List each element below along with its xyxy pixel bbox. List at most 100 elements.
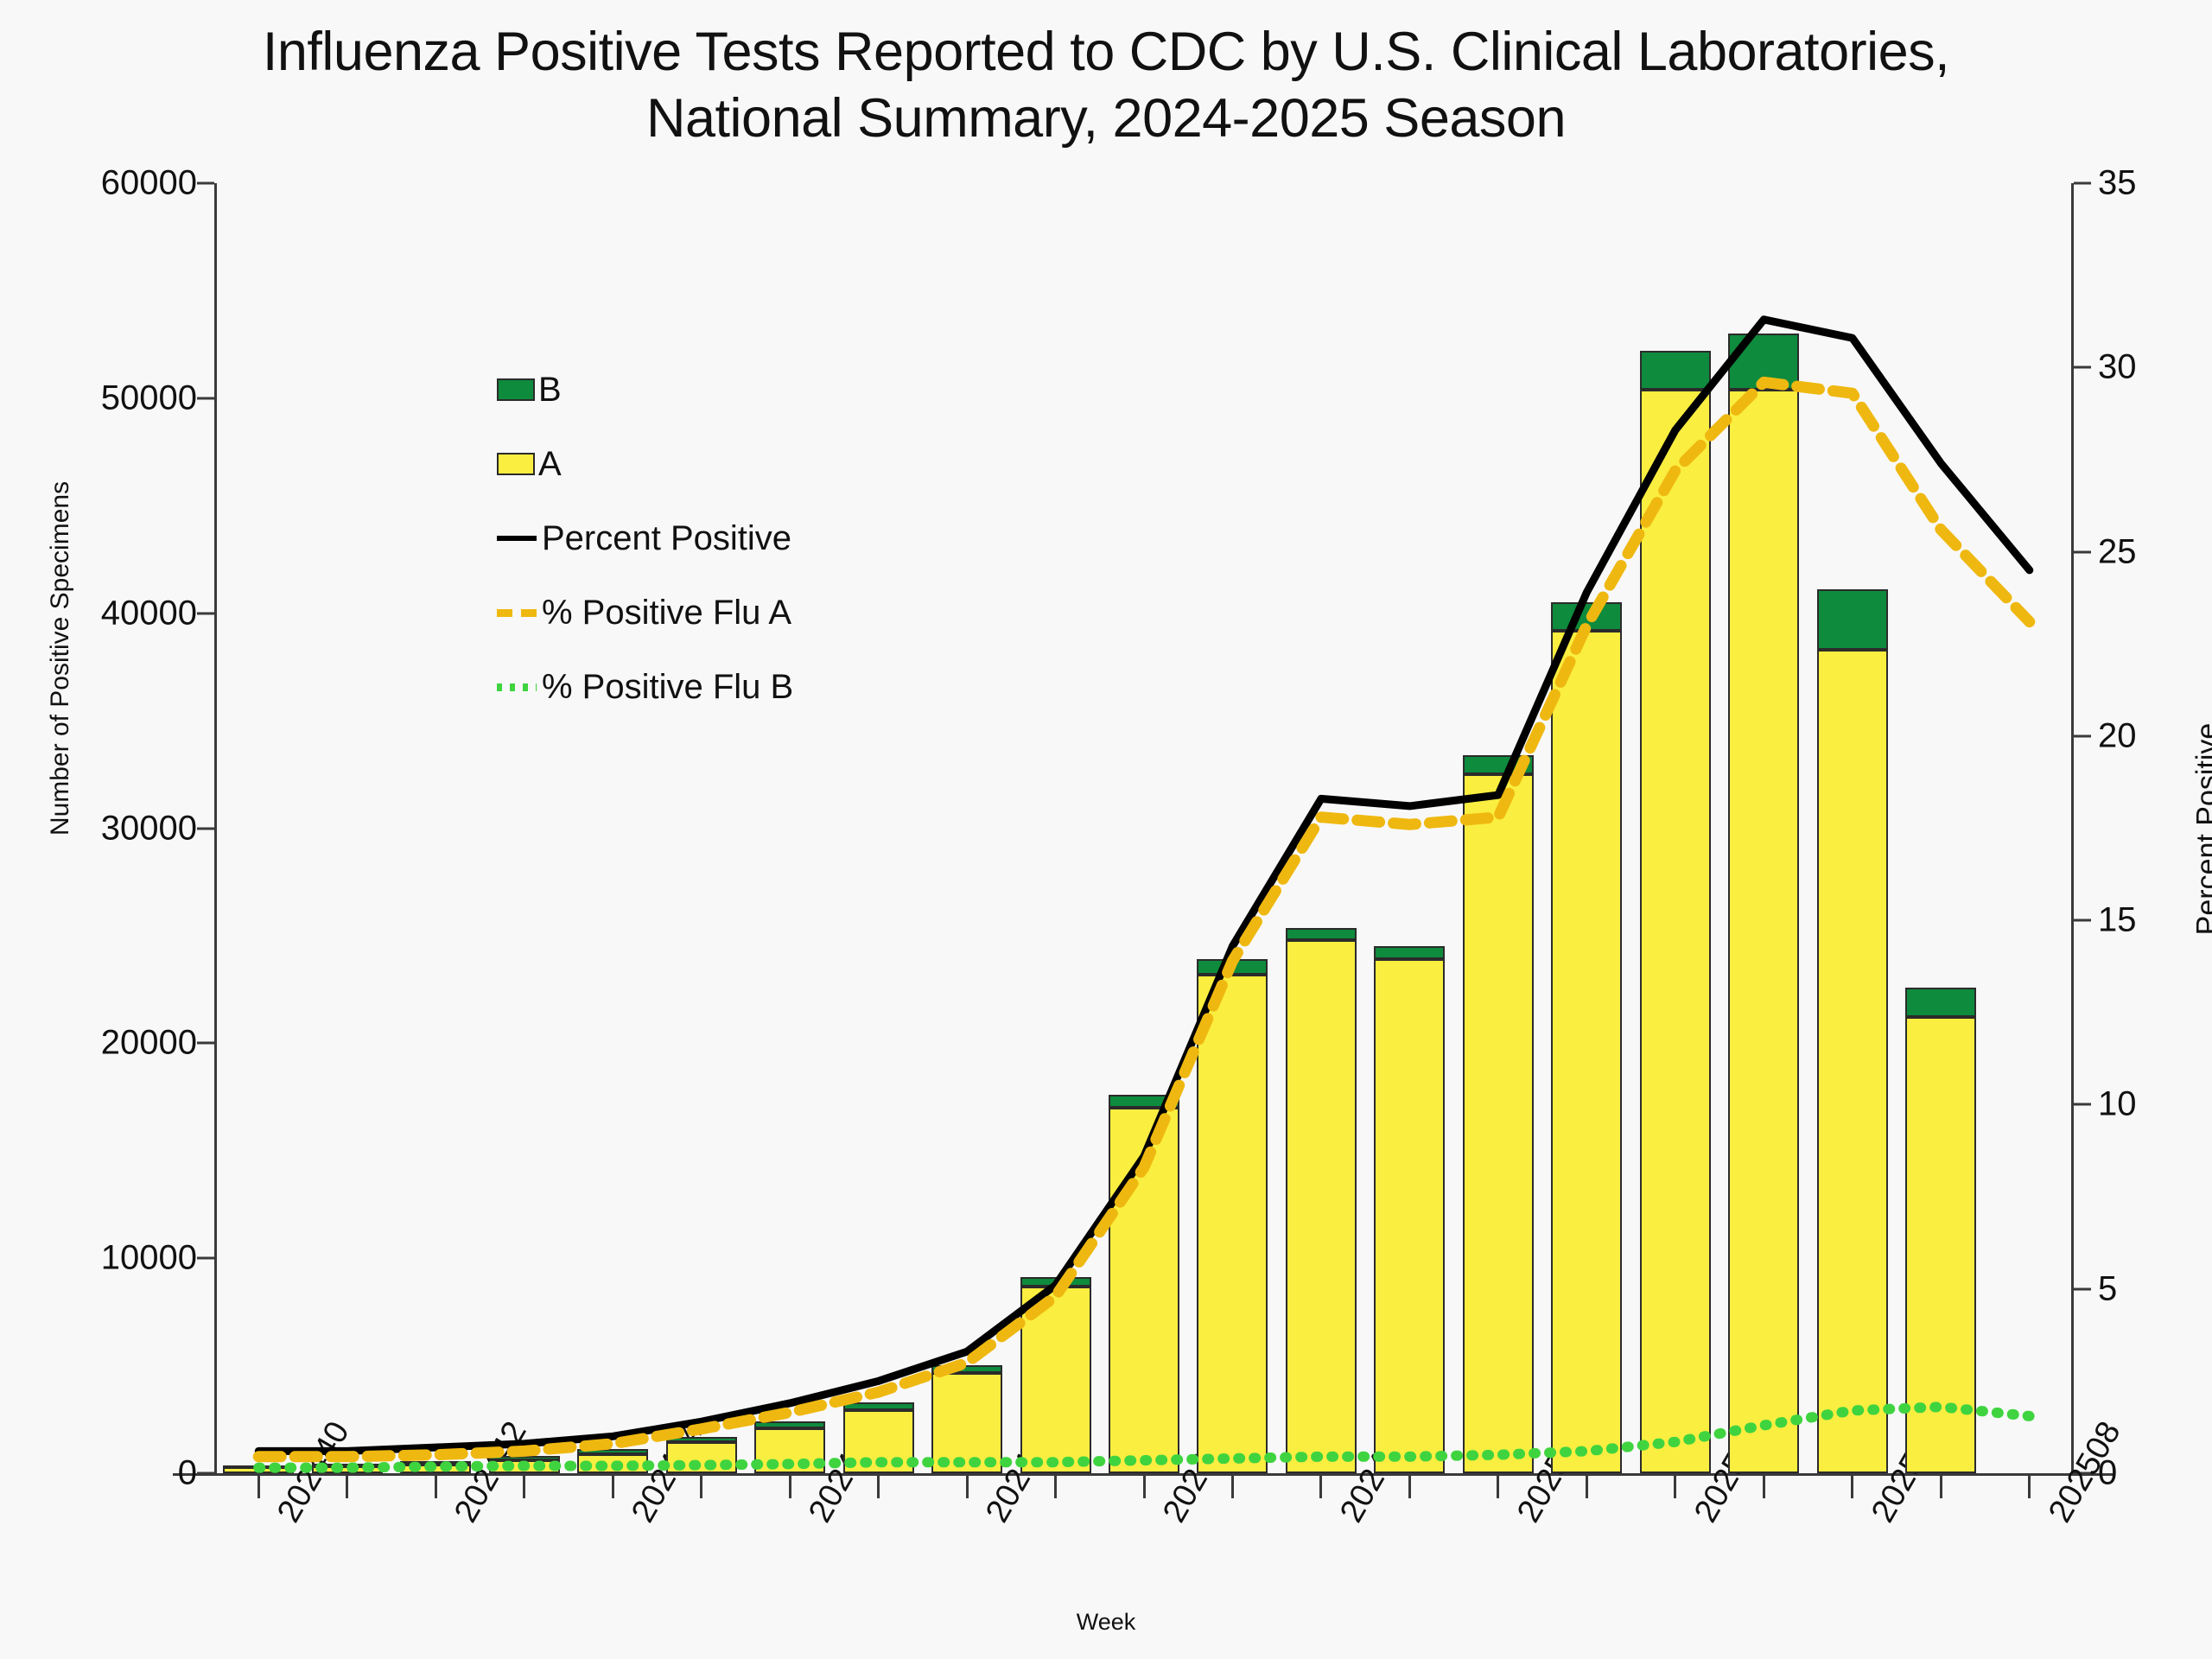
bar-segment-flu-b	[1551, 602, 1623, 631]
bar-segment-flu-a	[1020, 1286, 1091, 1473]
legend-item-label: % Positive Flu B	[542, 667, 794, 706]
x-axis-label: Week	[1076, 1609, 1136, 1635]
bar-segment-flu-a	[1374, 959, 1446, 1473]
bar-segment-flu-b	[842, 1402, 914, 1410]
bar-segment-flu-b	[577, 1449, 649, 1454]
bar-segment-flu-b	[223, 1465, 295, 1469]
bar-segment-flu-a	[1905, 1017, 1977, 1473]
bar-segment-flu-a	[754, 1427, 826, 1473]
y-axis-right-tick-label: 10	[2098, 1084, 2137, 1123]
yellow-square-icon	[497, 453, 535, 475]
bar-segment-flu-a	[1551, 630, 1623, 1473]
y-axis-left-tick-mark	[197, 397, 214, 400]
y-axis-left-tick-mark	[197, 1471, 214, 1475]
chart-title-line-1: Influenza Positive Tests Reported to CDC…	[262, 22, 1950, 82]
y-axis-right-label: Percent Positive	[2190, 722, 2212, 936]
bar-segment-flu-a	[1109, 1107, 1179, 1473]
y-axis-right-tick-label: 15	[2098, 900, 2137, 939]
bar-segment-flu-b	[1020, 1277, 1091, 1287]
x-axis-tick-mark	[1319, 1476, 1323, 1498]
y-axis-left-tick-label: 0	[177, 1453, 197, 1492]
x-axis-tick-mark	[434, 1476, 437, 1498]
y-axis-left-tick-label: 50000	[100, 378, 197, 417]
y-axis-left-tick-mark	[197, 181, 214, 185]
y-axis-right-tick-mark	[2074, 1471, 2091, 1475]
x-axis-tick-mark	[346, 1476, 349, 1498]
y-axis-left-tick-mark	[197, 1256, 214, 1260]
legend-item[interactable]: % Positive Flu B	[497, 650, 793, 724]
x-axis-tick-mark	[1054, 1476, 1058, 1498]
page-title: Influenza Positive Tests Reported to CDC…	[0, 19, 2212, 152]
legend-item-label: % Positive Flu A	[542, 593, 792, 632]
bar-segment-flu-b	[665, 1436, 737, 1442]
y-axis-right-tick-mark	[2074, 181, 2091, 185]
bar-segment-flu-b	[1905, 987, 1977, 1018]
y-axis-right-tick-mark	[2074, 365, 2091, 369]
x-axis-tick-mark	[1585, 1476, 1588, 1498]
legend-item[interactable]: B	[497, 353, 793, 427]
y-axis-left-tick-label: 30000	[100, 809, 197, 847]
bar-segment-flu-a	[1639, 389, 1711, 1473]
bar-segment-flu-b	[400, 1460, 472, 1465]
legend-item[interactable]: Percent Positive	[497, 501, 793, 575]
x-axis-line	[173, 1473, 2115, 1476]
legend-marker-line	[497, 609, 537, 617]
x-axis-tick-mark	[1497, 1476, 1500, 1498]
y-axis-right-tick-label: 30	[2098, 347, 2137, 386]
legend-item[interactable]: % Positive Flu A	[497, 575, 793, 650]
bar-segment-flu-a	[577, 1453, 649, 1473]
y-axis-right-tick-mark	[2074, 734, 2091, 738]
y-axis-left-tick-label: 10000	[100, 1238, 197, 1277]
y-axis-right-tick-mark	[2074, 918, 2091, 922]
bar-segment-flu-a	[1462, 774, 1534, 1473]
bar-segment-flu-a	[1197, 974, 1268, 1473]
y-axis-right-tick-mark	[2074, 1287, 2091, 1291]
x-axis-tick-mark	[700, 1476, 703, 1498]
bar-segment-flu-b	[1639, 351, 1711, 390]
bar-segment-flu-a	[488, 1459, 560, 1473]
bar-segment-flu-b	[931, 1364, 1003, 1374]
x-axis-tick-mark	[788, 1476, 791, 1498]
x-axis-tick-mark	[965, 1476, 969, 1498]
legend-item[interactable]: A	[497, 427, 793, 501]
x-axis-tick-mark	[611, 1476, 614, 1498]
bar-segment-flu-b	[311, 1464, 383, 1468]
y-axis-left-tick-label: 20000	[100, 1023, 197, 1062]
legend-item-label: B	[538, 370, 562, 409]
legend-marker-line	[497, 536, 537, 541]
bar-segment-flu-b	[488, 1455, 560, 1460]
bar-segment-flu-b	[1285, 928, 1357, 940]
chart-title-line-2: National Summary, 2024-2025 Season	[646, 87, 1566, 149]
y-axis-left-label: Number of Positive Specimens	[46, 480, 74, 836]
green-square-icon	[497, 378, 535, 401]
plot-area	[214, 183, 2074, 1473]
chart-legend: B A Percent Positive % Positive Flu A % Posi…	[497, 353, 793, 724]
x-axis-tick-mark	[1674, 1476, 1677, 1498]
x-axis-tick-mark	[1939, 1476, 1942, 1498]
bar-segment-flu-a	[665, 1441, 737, 1473]
bar-segment-flu-a	[1285, 939, 1357, 1473]
x-axis-tick-mark	[1142, 1476, 1146, 1498]
y-axis-left-tick-mark	[197, 612, 214, 615]
x-axis-tick-mark	[1851, 1476, 1854, 1498]
x-axis-tick-mark	[1230, 1476, 1234, 1498]
bar-segment-flu-b	[1728, 334, 1800, 390]
bar-segment-flu-a	[400, 1464, 472, 1473]
bar-segment-flu-b	[1109, 1095, 1179, 1108]
x-axis-tick-mark	[2028, 1476, 2031, 1498]
legend-item-label: A	[538, 444, 562, 483]
y-axis-right-tick-label: 20	[2098, 716, 2137, 755]
y-axis-left-tick-mark	[197, 1041, 214, 1045]
bar-segment-flu-a	[931, 1373, 1003, 1473]
legend-item-label: Percent Positive	[542, 518, 792, 557]
y-axis-right-tick-mark	[2074, 1103, 2091, 1106]
y-axis-right-tick-mark	[2074, 550, 2091, 554]
y-axis-left-tick-label: 60000	[100, 163, 197, 202]
x-axis-tick-mark	[257, 1476, 260, 1498]
bar-segment-flu-a	[1728, 389, 1800, 1473]
bar-segment-flu-a	[1816, 649, 1888, 1473]
legend-marker-line	[497, 683, 537, 691]
bar-segment-flu-b	[1816, 589, 1888, 650]
y-axis-right-tick-label: 5	[2098, 1269, 2118, 1308]
